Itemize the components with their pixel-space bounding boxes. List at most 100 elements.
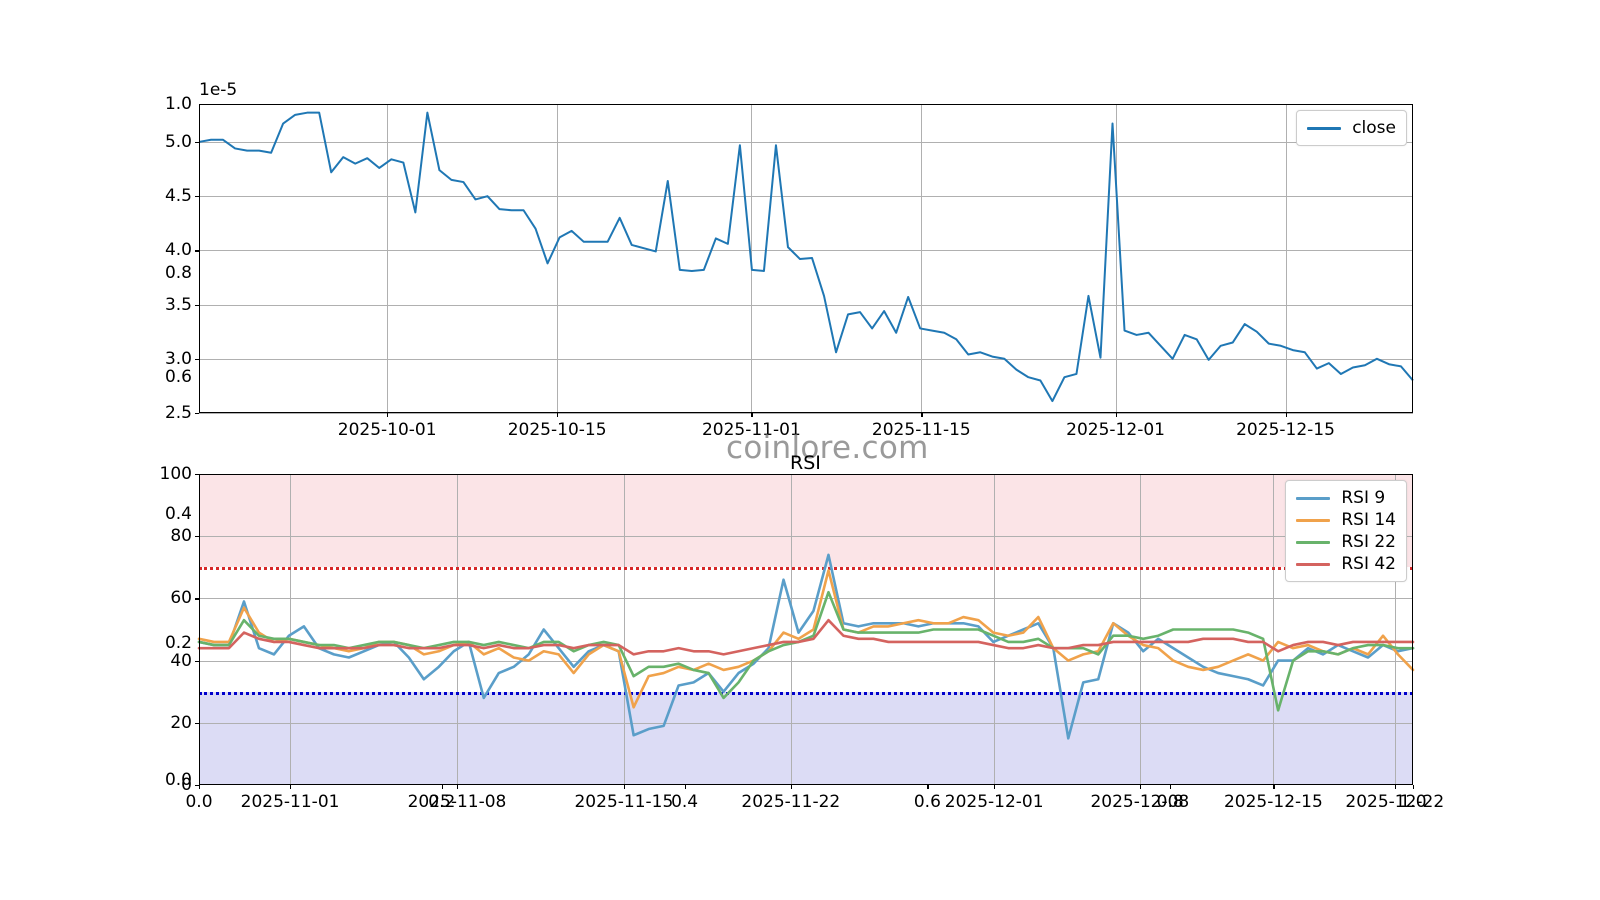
x-tickmark (1285, 413, 1287, 417)
x-tickmark (557, 413, 559, 417)
x-tick-label-secondary: 0.6 (913, 792, 941, 812)
legend-item[interactable]: close (1307, 117, 1396, 139)
x-tick-label-secondary: 0.8 (1156, 792, 1184, 812)
coinlore-watermark: coinlore.com (726, 430, 929, 466)
price-series-close (199, 113, 1413, 401)
y-tick-label: 5.0 (164, 131, 192, 152)
gridline-vertical (623, 474, 625, 785)
x-tick-label: 2025-12-22 (1345, 792, 1445, 812)
gridline-vertical (790, 474, 792, 785)
rsi-series-lines (199, 474, 1413, 785)
gridline-horizontal (199, 598, 1413, 600)
overbought-threshold-line (199, 567, 1413, 571)
y-tickmark (195, 785, 199, 787)
x-tick-label: 2025-11-15 (871, 420, 971, 440)
x-tickmark-secondary (199, 785, 201, 789)
legend-item-label: RSI 14 (1341, 509, 1396, 530)
x-tickmark (623, 785, 626, 789)
rsi-panel-title: RSI (790, 452, 821, 474)
rsi-series-rsi-9 (199, 555, 1413, 738)
rsi-chart-panel: 100 80 60 40 20 0 0.4 0.2 0.0 2025-11-01 2025-11… (160, 464, 1445, 812)
legend-item[interactable]: RSI 14 (1296, 509, 1396, 531)
y-tick-label-secondary: 0.6 (164, 366, 192, 387)
gridline-vertical (1273, 474, 1275, 785)
x-tick-label-secondary: 0.4 (671, 792, 699, 812)
y-tickmark (195, 141, 199, 144)
x-tickmark-secondary (684, 785, 686, 789)
gridline-vertical (456, 474, 458, 785)
gridline-vertical (1115, 104, 1117, 413)
legend-color-swatch (1296, 496, 1331, 500)
x-tickmark (1394, 785, 1396, 789)
legend-color-swatch (1307, 126, 1342, 130)
legend-color-swatch (1296, 562, 1331, 566)
x-tickmark (387, 413, 389, 417)
y-tick-label: 4.5 (164, 186, 192, 207)
x-tickmark (1273, 785, 1275, 789)
y-tickmark (195, 250, 199, 252)
y-tick-label-secondary: 0.2 (164, 633, 192, 654)
y-tick-label: 40 (170, 650, 192, 671)
gridline-horizontal (199, 358, 1413, 360)
price-chart-panel: 1e-5 5.0 4.5 4.0 3.5 3.0 2.5 1.0 0.8 0.6 2025-1… (165, 80, 1413, 440)
x-tick-label: 2025-11-08 (407, 792, 507, 812)
x-tickmark-secondary (1413, 785, 1415, 789)
x-tick-label: 2025-12-08 (1090, 792, 1190, 812)
gridline-horizontal (199, 660, 1413, 662)
legend-item-label: RSI 22 (1341, 531, 1396, 552)
gridline-vertical (1285, 104, 1287, 413)
rsi-legend[interactable]: RSI 9 RSI 14 RSI 22 RSI 42 (1285, 480, 1407, 582)
legend-item[interactable]: RSI 22 (1296, 531, 1396, 553)
x-tick-label: 2025-11-15 (574, 792, 674, 812)
legend-item-label: close (1352, 117, 1396, 138)
x-tick-label: 2025-11-01 (701, 420, 801, 440)
price-y-offset-text: 1e-5 (199, 80, 238, 100)
gridline-vertical (751, 104, 753, 413)
x-tickmark (790, 785, 792, 789)
y-tick-label: 3.5 (164, 294, 192, 315)
y-tick-label-secondary: 0.0 (164, 770, 192, 791)
y-tickmark (195, 474, 199, 476)
x-tick-label: 2025-11-01 (240, 792, 340, 812)
oversold-band (199, 691, 1413, 785)
gridline-vertical (290, 474, 292, 785)
legend-item[interactable]: RSI 9 (1296, 487, 1396, 509)
y-tickmark (195, 722, 199, 724)
x-tickmark (290, 785, 292, 789)
legend-color-swatch (1296, 540, 1331, 544)
price-close-line (199, 104, 1413, 413)
y-tick-label: 0 (181, 775, 192, 795)
legend-item-label: RSI 9 (1341, 487, 1386, 508)
rsi-series-rsi-22 (199, 592, 1413, 710)
x-tickmark (1139, 785, 1142, 789)
x-tick-label-secondary: 0.0 (185, 792, 213, 812)
gridline-vertical (387, 104, 389, 413)
gridline-horizontal (199, 536, 1413, 538)
y-tick-label-secondary: 1.0 (164, 94, 192, 114)
x-tickmark (994, 785, 996, 789)
price-legend[interactable]: close (1296, 110, 1407, 146)
y-tick-label: 2.5 (164, 403, 192, 423)
x-tickmark (921, 413, 923, 417)
y-tickmark (195, 196, 199, 198)
x-tickmark (456, 785, 459, 789)
x-tickmark (751, 413, 753, 417)
gridline-horizontal (199, 250, 1413, 252)
x-tick-label: 2025-11-22 (741, 792, 841, 812)
gridline-horizontal (199, 304, 1413, 306)
y-tick-label-secondary: 0.8 (164, 262, 192, 283)
y-tickmark (195, 598, 199, 600)
y-tick-label: 20 (170, 712, 192, 733)
y-tickmark (195, 660, 199, 662)
legend-item-label: RSI 42 (1341, 553, 1396, 574)
gridline-horizontal (199, 413, 1413, 414)
y-tickmark (195, 304, 199, 306)
y-tick-label: 4.0 (164, 240, 192, 261)
x-tick-label-secondary: 1.0 (1399, 792, 1427, 812)
legend-item[interactable]: RSI 42 (1296, 553, 1396, 575)
gridline-vertical (557, 104, 559, 413)
gridline-vertical (1139, 474, 1141, 785)
y-tickmark (195, 536, 199, 538)
legend-color-swatch (1296, 518, 1331, 522)
gridline-horizontal (199, 141, 1413, 143)
